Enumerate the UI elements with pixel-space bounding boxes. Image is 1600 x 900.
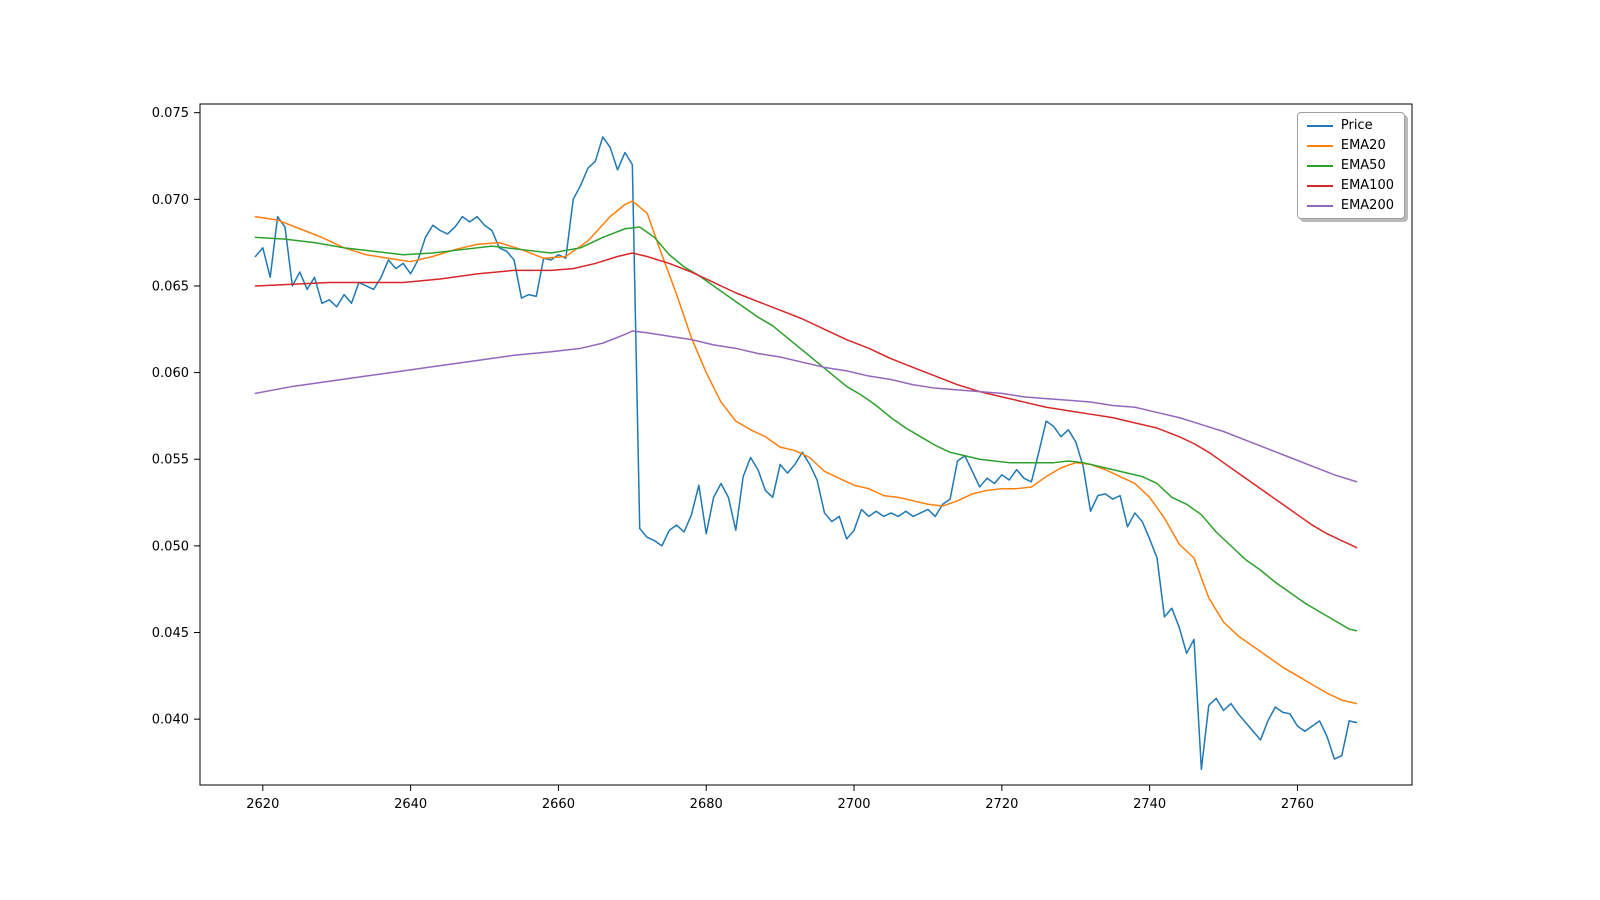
legend-item-ema200: EMA200 [1306, 198, 1394, 213]
y-tick-label: 0.060 [152, 366, 189, 381]
y-tick-label: 0.075 [152, 106, 189, 121]
x-tick-label: 2680 [690, 797, 723, 812]
legend-label-ema50: EMA50 [1340, 158, 1386, 173]
y-tick-label: 0.065 [152, 279, 189, 294]
legend-swatch-ema200 [1306, 204, 1333, 207]
y-tick-label: 0.055 [152, 453, 189, 468]
legend-swatch-ema20 [1306, 144, 1333, 147]
legend-item-ema20: EMA20 [1306, 138, 1394, 153]
legend-swatch-ema100 [1306, 184, 1333, 187]
legend-item-ema100: EMA100 [1306, 178, 1394, 193]
legend-item-ema50: EMA50 [1306, 158, 1394, 173]
legend-label-price: Price [1340, 118, 1373, 133]
x-tick-label: 2740 [1133, 797, 1166, 812]
legend-swatch-ema50 [1306, 164, 1333, 167]
x-tick-label: 2720 [985, 797, 1018, 812]
x-tick-label: 2660 [542, 797, 575, 812]
x-tick-label: 2640 [394, 797, 427, 812]
series-line-ema100 [254, 252, 1358, 549]
series-line-ema20 [254, 200, 1358, 705]
x-tick-label: 2620 [246, 797, 279, 812]
legend-item-price: Price [1306, 118, 1394, 133]
legend-label-ema20: EMA20 [1340, 138, 1386, 153]
legend: Price EMA20 EMA50 EMA100 EMA200 [1296, 112, 1405, 219]
y-tick-label: 0.050 [152, 539, 189, 554]
series-line-price [254, 136, 1358, 771]
y-tick-label: 0.040 [152, 713, 189, 728]
y-tick-label: 0.045 [152, 626, 189, 641]
legend-label-ema200: EMA200 [1340, 198, 1394, 213]
legend-swatch-price [1306, 124, 1333, 127]
x-tick-label: 2700 [837, 797, 870, 812]
series-line-ema200 [254, 330, 1358, 483]
x-tick-label: 2760 [1281, 797, 1314, 812]
legend-label-ema100: EMA100 [1340, 178, 1394, 193]
y-tick-label: 0.070 [152, 193, 189, 208]
plot-border [199, 103, 1413, 786]
series-line-ema50 [254, 226, 1358, 632]
